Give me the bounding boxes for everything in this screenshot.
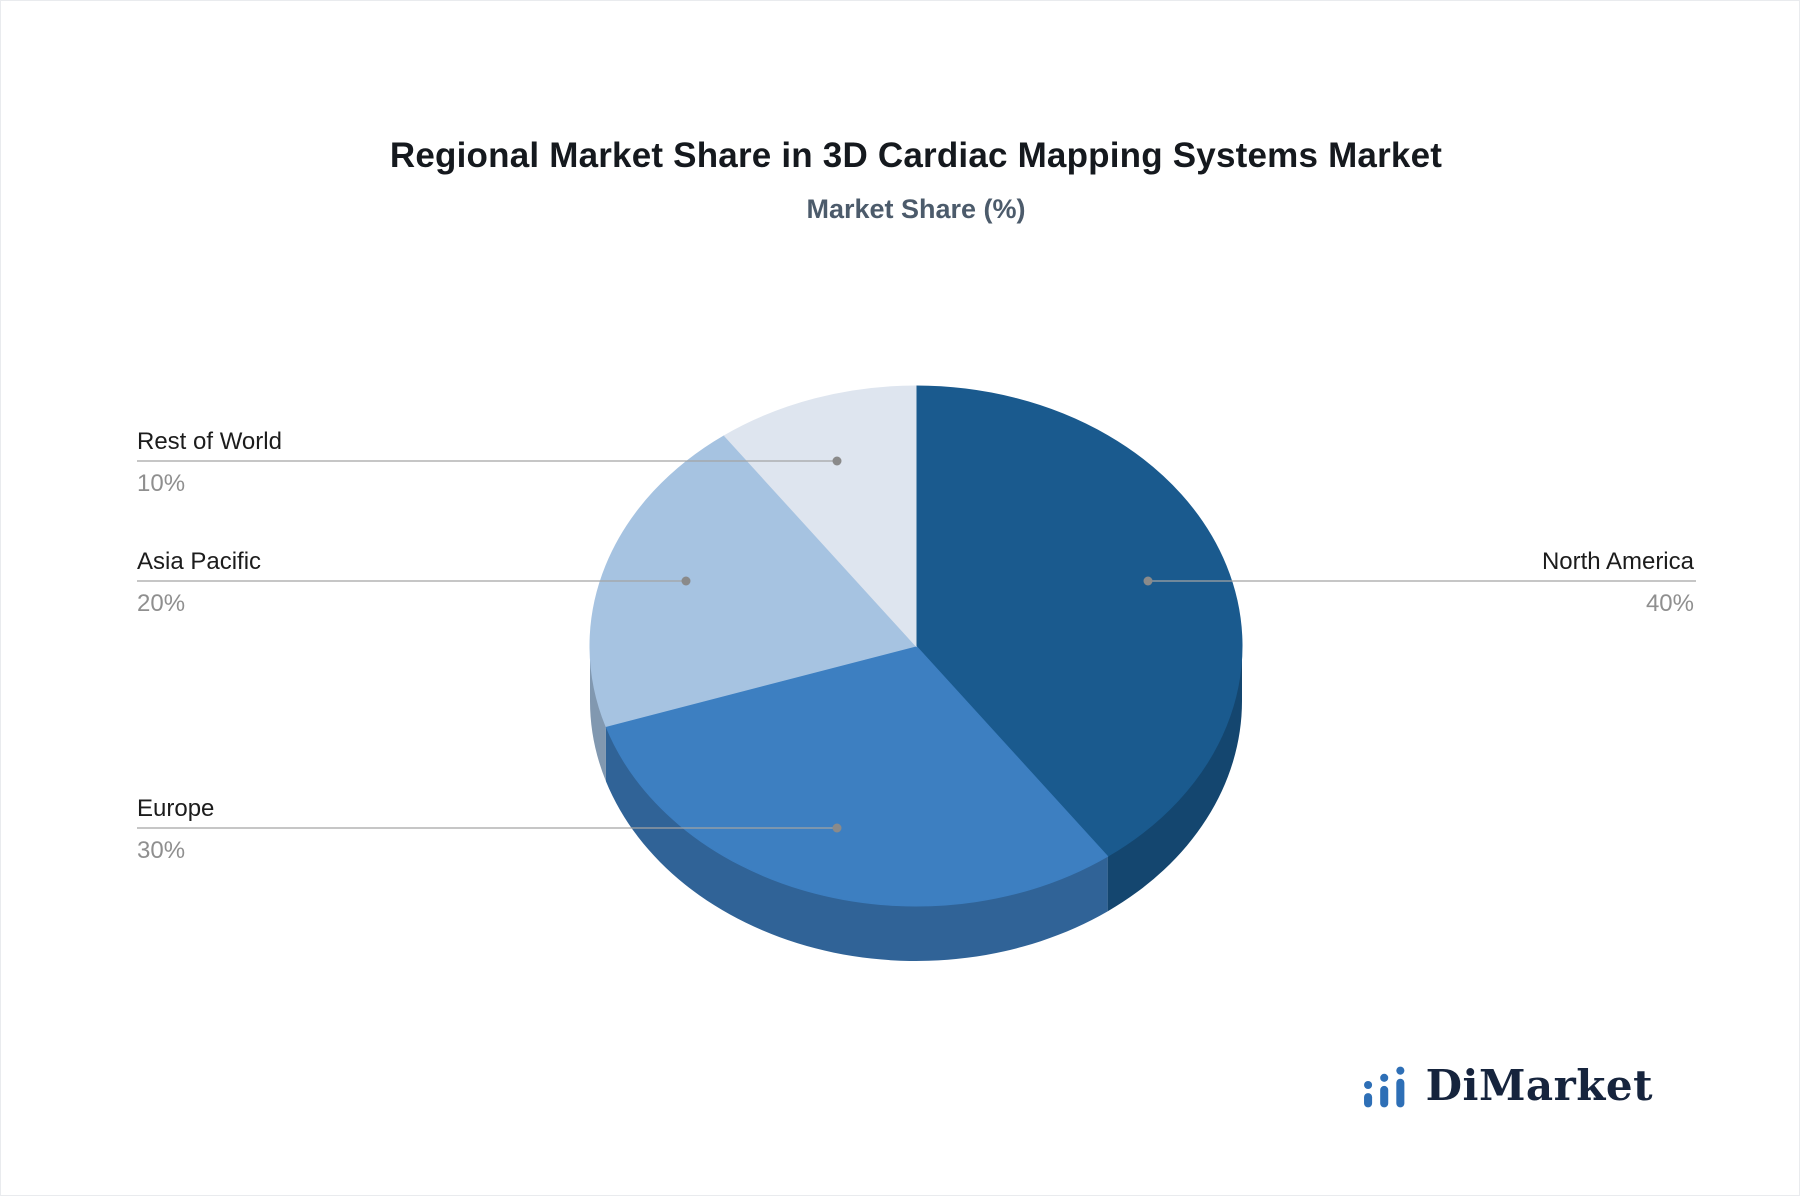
slice-label-rest-of-world: Rest of World 10% <box>137 428 282 498</box>
slice-label-name: Rest of World <box>137 428 282 455</box>
slice-label-value: 20% <box>137 590 186 617</box>
slice-label-value: 40% <box>1645 590 1694 617</box>
slice-label-value: 10% <box>137 470 186 497</box>
slice-label-name: Asia Pacific <box>137 548 262 575</box>
slice-label-north-america: North America 40% <box>1542 548 1694 618</box>
dimarket-logo-icon <box>1363 1066 1404 1108</box>
slice-label-name: Europe <box>137 795 215 822</box>
dimarket-logo-text: DiMarket <box>1425 1060 1653 1110</box>
chart-title: Regional Market Share in 3D Cardiac Mapp… <box>389 136 1443 175</box>
chart-subtitle: Market Share (%) <box>806 194 1026 224</box>
dimarket-logo: DiMarket <box>1359 1059 1653 1111</box>
slice-label-name: North America <box>1541 548 1694 575</box>
slice-label-europe: Europe 30% <box>137 795 214 865</box>
slice-label-asia-pacific: Asia Pacific 20% <box>137 548 261 618</box>
slice-label-value: 30% <box>137 837 186 864</box>
